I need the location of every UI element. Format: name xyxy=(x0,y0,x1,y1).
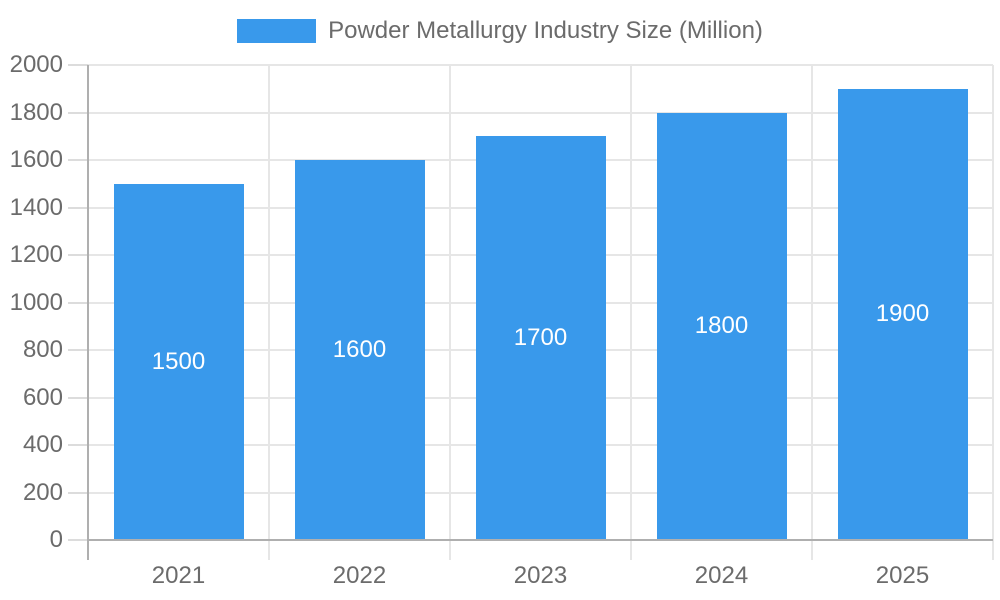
y-tick-label: 2000 xyxy=(9,51,63,78)
bar xyxy=(837,88,968,540)
bar-value-label: 1600 xyxy=(332,336,387,363)
bar xyxy=(113,183,244,540)
y-tick-mark xyxy=(68,111,88,114)
bar xyxy=(656,112,787,540)
legend-swatch-icon xyxy=(237,19,317,43)
y-axis-line xyxy=(87,65,89,560)
bar-value-label: 1700 xyxy=(513,324,568,352)
x-tick-label: 2025 xyxy=(875,562,930,589)
y-tick-mark xyxy=(68,349,88,351)
bar-value-label: 1800 xyxy=(694,312,749,340)
y-tick-label: 1200 xyxy=(9,241,63,268)
y-tick-label: 800 xyxy=(22,336,63,363)
y-tick-label: 200 xyxy=(22,478,63,506)
x-tick-label: 2023 xyxy=(513,562,568,589)
bar-value-label: 1900 xyxy=(875,300,930,328)
y-tick-mark xyxy=(68,159,88,161)
y-tick-mark xyxy=(68,396,88,399)
x-axis-line xyxy=(88,539,993,541)
y-tick-mark xyxy=(68,491,88,494)
gridline-x xyxy=(992,65,994,560)
y-tick-mark xyxy=(68,301,88,304)
y-tick-label: 1400 xyxy=(9,193,63,221)
bar-value-label: 1500 xyxy=(151,347,206,375)
y-tick-label: 0 xyxy=(49,526,63,553)
y-tick-label: 1000 xyxy=(9,288,63,316)
x-tick-label: 2022 xyxy=(332,562,387,589)
y-tick-label: 1600 xyxy=(9,146,63,173)
gridline-y xyxy=(88,64,993,66)
legend-label: Powder Metallurgy Industry Size (Million… xyxy=(328,17,763,44)
bar xyxy=(475,136,606,540)
x-tick-label: 2021 xyxy=(151,562,206,589)
legend[interactable]: Powder Metallurgy Industry Size (Million… xyxy=(0,19,1000,43)
gridline-x xyxy=(811,65,813,560)
y-tick-label: 400 xyxy=(22,431,63,458)
y-tick-mark xyxy=(68,444,88,446)
y-tick-label: 600 xyxy=(22,383,63,411)
bar xyxy=(294,160,425,540)
gridline-x xyxy=(449,65,451,560)
y-tick-mark xyxy=(68,539,88,541)
gridline-x xyxy=(268,65,270,560)
y-tick-mark xyxy=(68,254,88,256)
y-tick-mark xyxy=(68,64,88,66)
x-tick-label: 2024 xyxy=(694,562,749,589)
y-tick-label: 1800 xyxy=(9,98,63,126)
y-tick-mark xyxy=(68,206,88,209)
gridline-x xyxy=(630,65,632,560)
gridline-y xyxy=(88,111,993,114)
